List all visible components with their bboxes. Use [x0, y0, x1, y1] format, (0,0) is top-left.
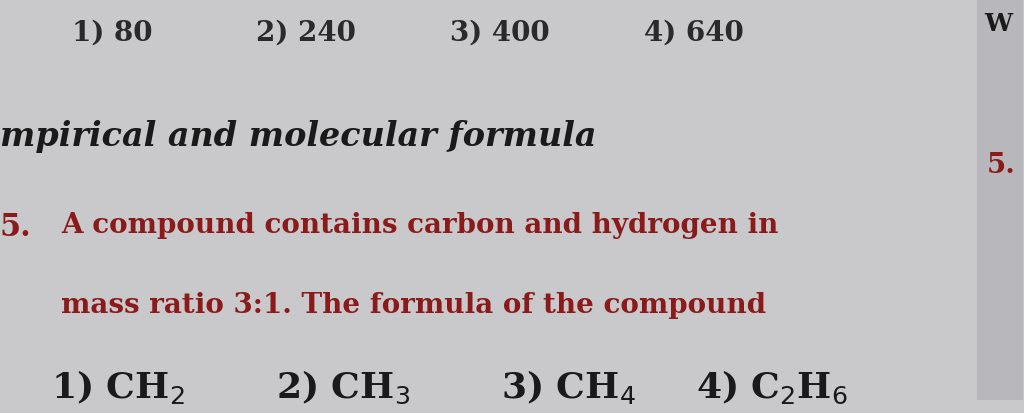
Text: W: W	[984, 12, 1012, 36]
Text: 5.: 5.	[0, 212, 32, 243]
Text: 1) 80: 1) 80	[72, 20, 153, 47]
Text: 3) CH$_4$: 3) CH$_4$	[501, 368, 636, 406]
Text: 3) 400: 3) 400	[451, 20, 550, 47]
Text: 2) 240: 2) 240	[256, 20, 355, 47]
Text: 1) CH$_2$: 1) CH$_2$	[51, 368, 184, 406]
Text: mpirical and molecular formula: mpirical and molecular formula	[0, 120, 597, 153]
Text: 4) C$_2$H$_6$: 4) C$_2$H$_6$	[695, 368, 848, 406]
Text: A compound contains carbon and hydrogen in: A compound contains carbon and hydrogen …	[61, 212, 778, 239]
Text: mass ratio 3:1. The formula of the compound: mass ratio 3:1. The formula of the compo…	[61, 292, 767, 319]
Text: 5.: 5.	[987, 152, 1016, 179]
Bar	[977, 0, 1023, 401]
Text: 2) CH$_3$: 2) CH$_3$	[276, 368, 411, 406]
Text: 4) 640: 4) 640	[644, 20, 744, 47]
